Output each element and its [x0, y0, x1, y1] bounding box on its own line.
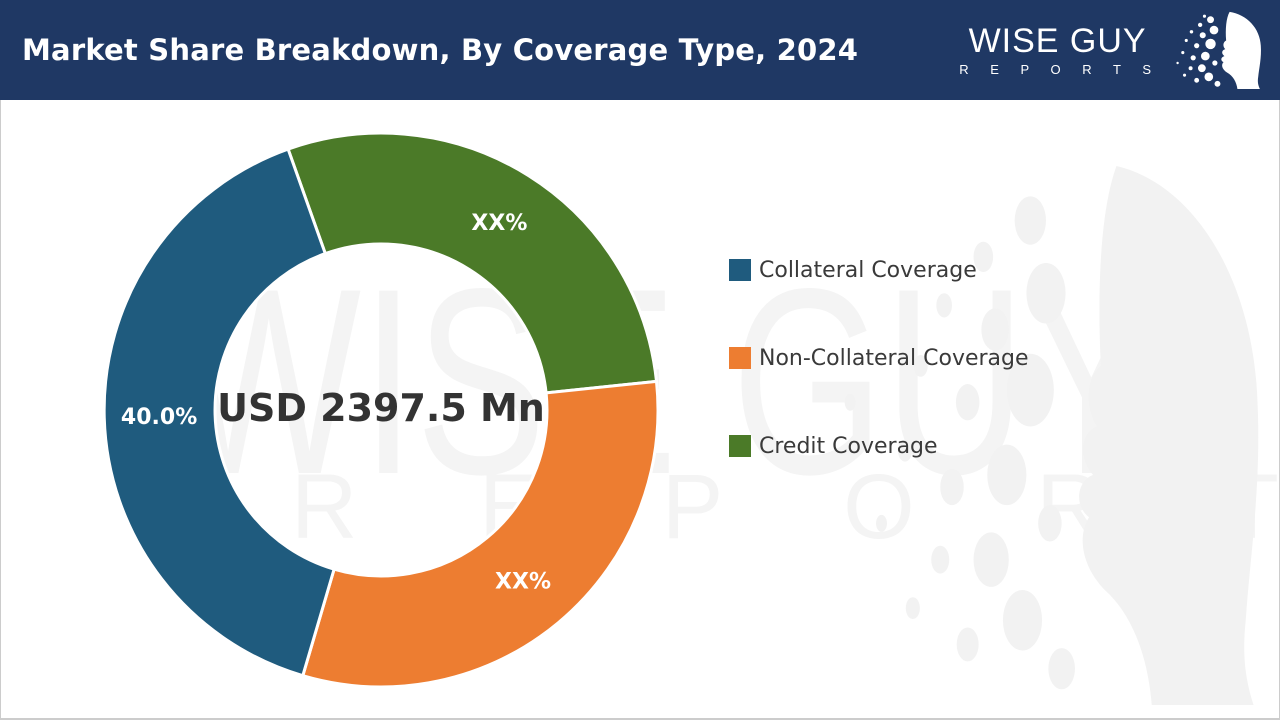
legend-swatch [729, 435, 751, 457]
donut-segment-collateral-coverage [102, 147, 336, 678]
donut-segment-credit-coverage [286, 131, 659, 395]
legend-item: Non-Collateral Coverage [729, 345, 1029, 371]
legend-label: Non-Collateral Coverage [759, 345, 1029, 371]
legend: Collateral Coverage Non-Collateral Covera… [729, 258, 1029, 522]
legend-swatch [729, 347, 751, 369]
slice-label: 40.0% [121, 405, 197, 430]
logo-text: WISE GUY R E P O R T S [955, 24, 1160, 77]
chart-area: WISE GUY R E P O R T S XX%XX%40.0% USD 2… [0, 100, 1280, 720]
slice-label: XX% [471, 211, 527, 236]
wiseguy-face-icon [1176, 11, 1261, 89]
slice-label: XX% [495, 570, 551, 595]
legend-item: Collateral Coverage [729, 257, 1029, 283]
header-bar: Market Share Breakdown, By Coverage Type… [0, 0, 1280, 100]
logo-wordmark: WISE GUY [968, 21, 1147, 60]
logo-subtext: R E P O R T S [959, 61, 1160, 77]
legend-swatch [729, 259, 751, 281]
legend-item: Credit Coverage [729, 433, 1029, 459]
legend-label: Collateral Coverage [759, 257, 977, 283]
legend-label: Credit Coverage [759, 433, 938, 459]
page-title: Market Share Breakdown, By Coverage Type… [22, 33, 859, 67]
wiseguy-logo: WISE GUY R E P O R T S [955, 9, 1266, 91]
donut-center-value: USD 2397.5 Mn [217, 386, 545, 430]
donut-chart: XX% XX% 40.0% [102, 131, 660, 689]
watermark-face-icon [844, 166, 1259, 705]
donut-segment-non-collateral-coverage [300, 379, 660, 689]
